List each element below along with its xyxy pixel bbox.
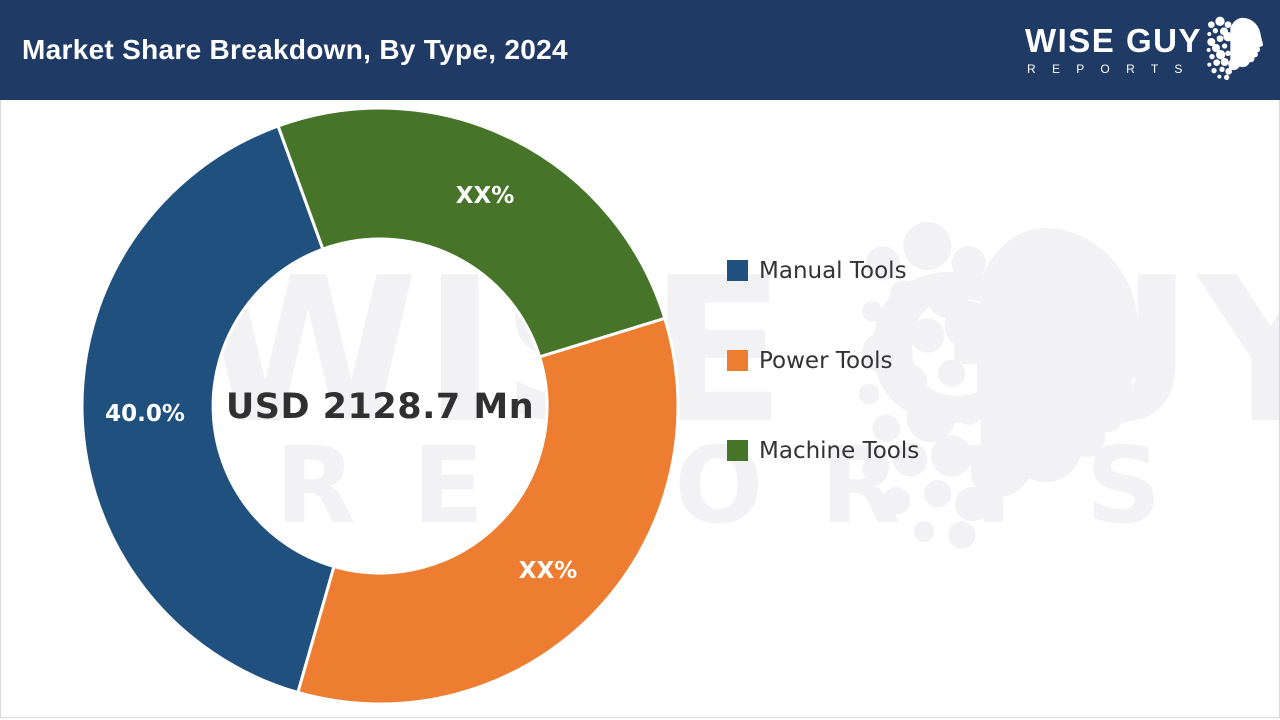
slice-value-label: XX%: [518, 558, 578, 584]
slice-value-label: XX%: [455, 183, 515, 209]
header: Market Share Breakdown, By Type, 2024 WI…: [0, 0, 1280, 100]
legend-label: Manual Tools: [759, 257, 907, 284]
slice-value-label: 40.0%: [105, 401, 185, 427]
logo-text: WISE GUY R E P O R T S: [1025, 24, 1202, 76]
legend-item-manual-tools: Manual Tools: [727, 257, 919, 284]
legend-swatch-machine-tools: [727, 440, 748, 461]
legend-item-power-tools: Power Tools: [727, 347, 919, 374]
legend-label: Power Tools: [759, 347, 893, 374]
slice-power-tools: [296, 316, 680, 706]
legend-swatch-power-tools: [727, 350, 748, 371]
slice-machine-tools: [276, 106, 667, 359]
legend-swatch-manual-tools: [727, 260, 748, 281]
page-title: Market Share Breakdown, By Type, 2024: [22, 34, 568, 65]
wise-guy-logo: WISE GUY R E P O R T S: [1025, 8, 1266, 92]
logo-wordmark: WISE GUY: [1024, 22, 1202, 60]
logo-subtext: R E P O R T S: [1026, 61, 1189, 76]
legend-label: Machine Tools: [759, 437, 920, 464]
slice-manual-tools: [80, 124, 336, 695]
chart-center-value: USD 2128.7 Mn: [225, 387, 535, 427]
chart-legend: Manual Tools Power Tools Machine Tools: [727, 257, 919, 464]
legend-item-machine-tools: Machine Tools: [727, 437, 919, 464]
